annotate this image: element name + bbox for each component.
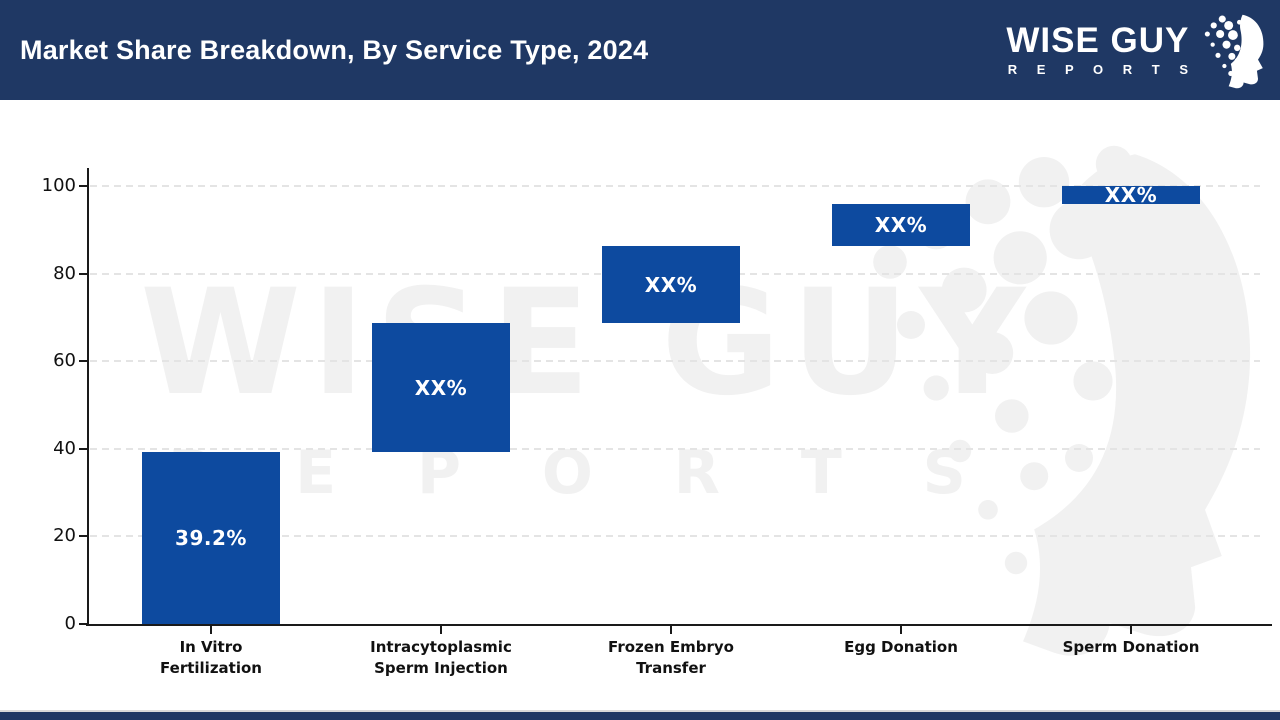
gridline-20 <box>90 535 1260 538</box>
category-label-5: Sperm Donation <box>1016 637 1246 658</box>
waterfall-bar-3: XX% <box>602 246 740 324</box>
y-tick-label-60: 60 <box>53 350 76 372</box>
category-label-line: Fertilization <box>160 659 262 677</box>
watermark-face-icon <box>873 145 1251 656</box>
y-axis-spine <box>87 168 89 626</box>
category-label-4: Egg Donation <box>786 637 1016 658</box>
x-axis-spine <box>86 624 1272 626</box>
category-label-2: Intracytoplasmic Sperm Injection <box>326 637 556 679</box>
logo-text: WISE GUY R E P O R T S <box>1000 21 1196 78</box>
category-label-line: Sperm Donation <box>1062 638 1200 656</box>
y-tickmark-0 <box>79 623 88 625</box>
category-label-line: Sperm Injection <box>374 659 508 677</box>
category-label-line: Egg Donation <box>844 638 958 656</box>
page-title: Market Share Breakdown, By Service Type,… <box>20 34 649 65</box>
waterfall-bar-2: XX% <box>372 323 510 453</box>
bar-value-label-5: XX% <box>1104 182 1158 207</box>
x-tickmark-3 <box>670 626 672 634</box>
bar-value-label-1: 39.2% <box>175 526 247 551</box>
bar-value-label-3: XX% <box>644 272 698 297</box>
header-bar: Market Share Breakdown, By Service Type,… <box>0 0 1280 100</box>
y-tickmark-40 <box>79 447 88 450</box>
gridline-40 <box>90 447 1260 450</box>
x-tickmark-5 <box>1130 626 1132 634</box>
y-tick-label-100: 100 <box>41 175 76 196</box>
x-tickmark-1 <box>210 626 212 634</box>
x-tickmark-4 <box>900 626 902 634</box>
bottom-rule <box>0 710 1280 712</box>
waterfall-bar-5: XX% <box>1062 182 1200 207</box>
category-label-line: In Vitro <box>179 638 243 656</box>
bar-value-label-4: XX% <box>874 212 928 237</box>
y-tickmark-100 <box>79 185 88 187</box>
category-label-line: Transfer <box>636 659 706 677</box>
logo-wordmark: WISE GUY <box>1006 21 1190 60</box>
waterfall-bar-4: XX% <box>832 203 970 247</box>
category-label-line: Intracytoplasmic <box>370 638 512 656</box>
watermark-wordmark: WISE GUY <box>140 258 1036 428</box>
y-tickmark-20 <box>79 535 88 538</box>
category-label-line: Frozen Embryo <box>608 638 734 656</box>
gridline-60 <box>90 360 1260 363</box>
y-tickmark-80 <box>79 272 88 275</box>
gridline-100 <box>90 185 1260 187</box>
y-tickmark-60 <box>79 360 88 363</box>
y-tick-label-20: 20 <box>53 525 76 547</box>
logo-face-icon <box>1204 14 1264 89</box>
y-tick-label-0: 0 <box>64 613 76 634</box>
bar-value-label-2: XX% <box>414 375 468 400</box>
waterfall-bar-1: 39.2% <box>142 452 280 624</box>
wise-guy-logo: WISE GUY R E P O R T S <box>1000 0 1266 100</box>
x-tickmark-2 <box>440 626 442 634</box>
category-label-3: Frozen Embryo Transfer <box>556 637 786 679</box>
category-label-1: In Vitro Fertilization <box>96 637 326 679</box>
logo-subtitle: R E P O R T S <box>1007 62 1196 77</box>
footer-bar <box>0 712 1280 720</box>
y-tick-label-80: 80 <box>53 262 76 284</box>
y-tick-label-40: 40 <box>53 437 76 459</box>
